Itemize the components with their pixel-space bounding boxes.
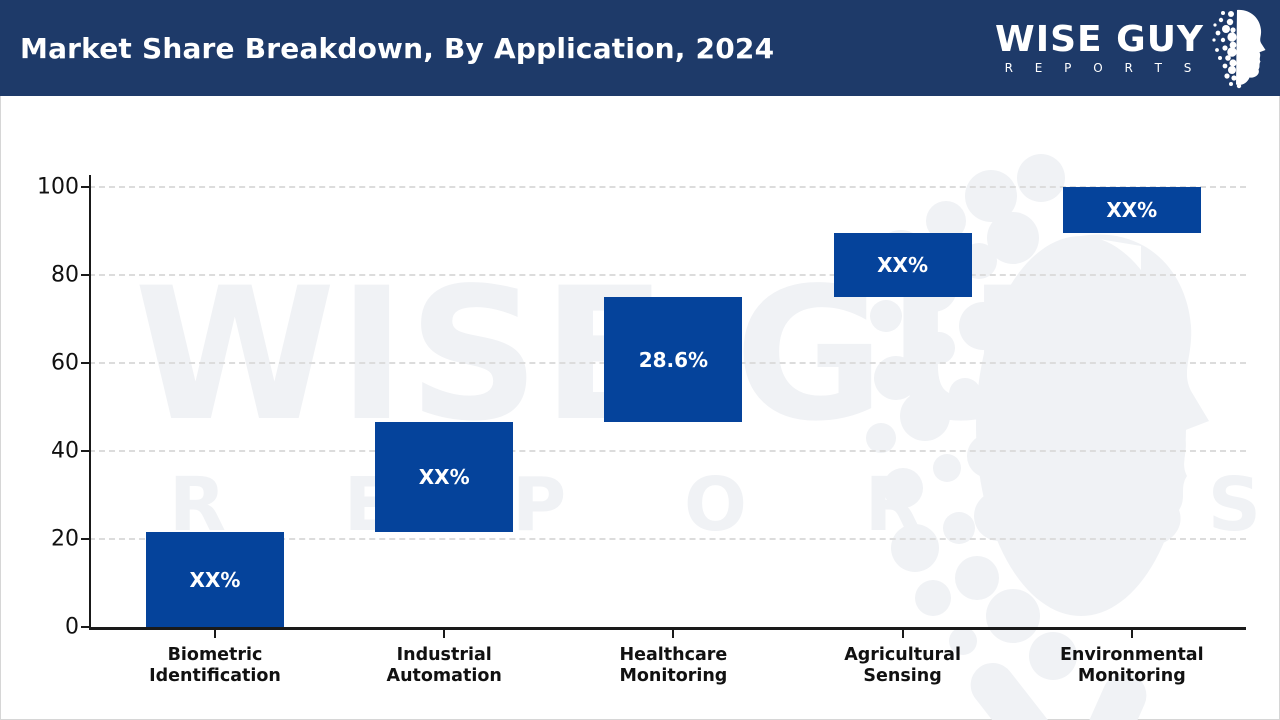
x-axis-line xyxy=(89,627,1246,630)
bar-value-label-biometric-identification: XX% xyxy=(189,567,241,592)
wiseguy-logo: WISE GUY R E P O R T S xyxy=(995,6,1270,90)
x-tick-biometric-identification xyxy=(214,630,216,638)
bar-value-label-agricultural-sensing: XX% xyxy=(877,253,929,278)
y-tick-label-0: 0 xyxy=(65,614,79,640)
y-tick-label-20: 20 xyxy=(51,526,79,552)
x-category-label-agricultural-sensing: Agricultural Sensing xyxy=(844,645,961,686)
y-tick-20 xyxy=(81,538,89,540)
bar-healthcare-monitoring: 28.6% xyxy=(604,297,743,423)
chart-title: Market Share Breakdown, By Application, … xyxy=(20,31,775,65)
bar-value-label-healthcare-monitoring: 28.6% xyxy=(638,347,709,372)
bar-agricultural-sensing: XX% xyxy=(833,233,972,297)
bar-value-label-environmental-monitoring: XX% xyxy=(1106,198,1158,223)
x-tick-healthcare-monitoring xyxy=(672,630,675,638)
y-tick-label-40: 40 xyxy=(51,438,79,464)
y-axis-line xyxy=(89,175,91,630)
logo-head-icon xyxy=(1212,9,1266,89)
y-tick-label-100: 100 xyxy=(37,174,79,200)
x-category-label-industrial-automation: Industrial Automation xyxy=(386,645,502,686)
y-tick-40 xyxy=(81,450,89,452)
logo-text-block: WISE GUY R E P O R T S xyxy=(994,18,1204,75)
logo-subtitle: R E P O R T S xyxy=(1004,60,1201,75)
bar-value-label-industrial-automation: XX% xyxy=(418,465,470,490)
x-tick-agricultural-sensing xyxy=(901,630,904,638)
x-category-label-healthcare-monitoring: Healthcare Monitoring xyxy=(619,645,728,686)
y-tick-80 xyxy=(81,274,89,276)
x-tick-industrial-automation xyxy=(443,630,446,638)
gridline-100 xyxy=(89,186,1246,188)
bar-environmental-monitoring: XX% xyxy=(1062,187,1201,234)
y-tick-label-60: 60 xyxy=(51,350,79,376)
x-tick-environmental-monitoring xyxy=(1130,630,1133,638)
y-tick-60 xyxy=(81,362,89,364)
logo-wordmark: WISE GUY xyxy=(994,18,1204,60)
x-category-label-biometric-identification: Biometric Identification xyxy=(149,645,281,686)
gridline-40 xyxy=(89,450,1246,452)
y-tick-0 xyxy=(81,626,89,628)
y-tick-label-80: 80 xyxy=(51,262,79,288)
gridline-20 xyxy=(89,538,1246,540)
gridline-80 xyxy=(89,274,1246,276)
y-tick-100 xyxy=(81,186,89,188)
chart-canvas: WISE GUY R E P O R T S 0 20 40 60 80 100 XX% Bi… xyxy=(0,96,1280,720)
header-bar: Market Share Breakdown, By Application, … xyxy=(0,0,1280,96)
x-category-label-environmental-monitoring: Environmental Monitoring xyxy=(1059,645,1204,686)
bar-biometric-identification: XX% xyxy=(146,532,284,627)
bar-industrial-automation: XX% xyxy=(375,422,514,533)
